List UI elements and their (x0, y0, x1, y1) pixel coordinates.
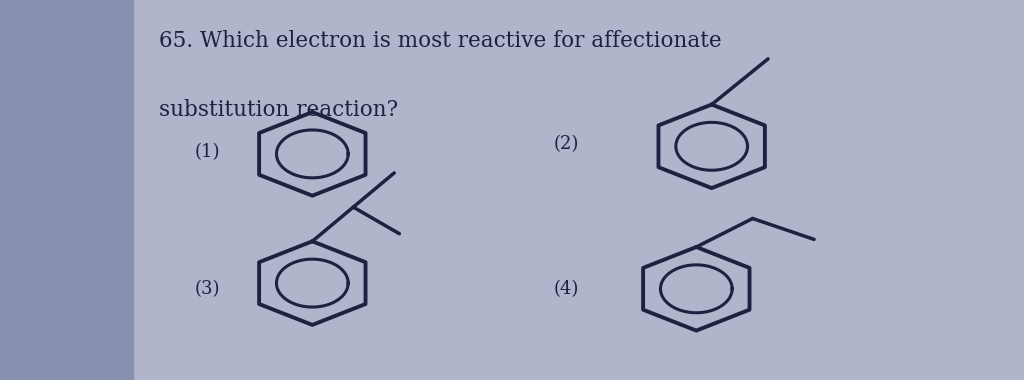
Text: 65. Which electron is most reactive for affectionate: 65. Which electron is most reactive for … (159, 30, 721, 52)
Text: (1): (1) (195, 143, 220, 161)
Text: (3): (3) (195, 280, 220, 298)
Text: (4): (4) (553, 280, 579, 298)
Text: (2): (2) (553, 135, 579, 154)
Bar (0, 0, 133, 380)
Text: substitution reaction?: substitution reaction? (159, 99, 398, 121)
